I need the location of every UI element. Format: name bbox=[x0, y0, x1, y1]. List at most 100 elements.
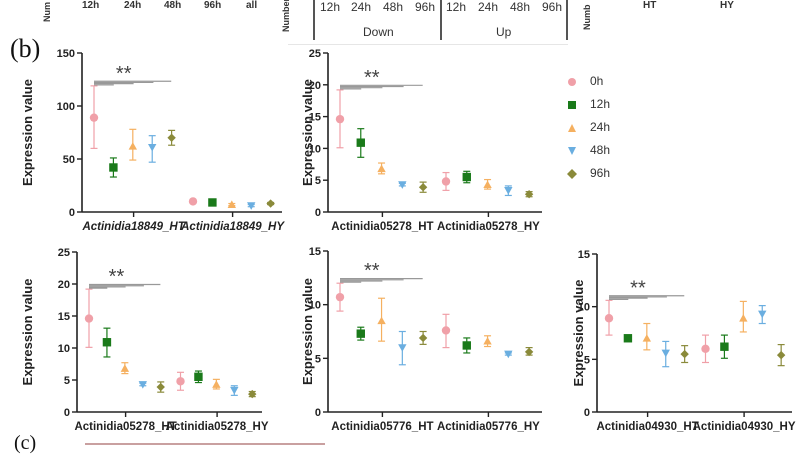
data-point-group bbox=[89, 85, 99, 150]
data-point-group bbox=[230, 385, 239, 396]
legend-item-12h: 12h bbox=[568, 97, 611, 111]
data-point-group bbox=[102, 327, 112, 358]
data-point-group bbox=[356, 326, 365, 341]
y-tick-label: 25 bbox=[58, 247, 70, 259]
data-point-group bbox=[84, 288, 94, 348]
data-point bbox=[167, 133, 176, 142]
data-point bbox=[148, 143, 157, 152]
top-right-group: HY bbox=[720, 0, 734, 11]
data-point-group bbox=[247, 202, 256, 210]
data-point bbox=[128, 142, 138, 150]
x-tick-label: Actinidia05278_HY bbox=[166, 421, 269, 433]
x-tick-label: Actinidia05278_HT bbox=[74, 421, 176, 433]
y-axis-label: Expression value bbox=[300, 79, 315, 186]
significance-label: ** bbox=[630, 277, 646, 299]
data-point-group bbox=[776, 343, 786, 367]
y-tick-label: 20 bbox=[58, 279, 70, 291]
y-tick-label: 5 bbox=[64, 375, 70, 387]
data-point bbox=[266, 199, 275, 208]
data-point bbox=[776, 350, 786, 360]
x-tick-label: Actinidia04930_HT bbox=[596, 421, 698, 433]
data-point bbox=[661, 349, 670, 358]
data-point-group bbox=[377, 297, 386, 342]
data-point bbox=[120, 364, 130, 372]
down-time: 96h bbox=[415, 0, 436, 14]
y-axis-label: Expression value bbox=[20, 79, 35, 186]
data-point-group bbox=[398, 330, 407, 366]
data-point-group bbox=[156, 381, 165, 393]
y-tick-label: 0 bbox=[315, 407, 321, 419]
up-time: 24h bbox=[478, 0, 499, 14]
legend-label: 12h bbox=[590, 97, 611, 111]
y-tick-label: 25 bbox=[309, 48, 321, 60]
y-axis-label: Expression value bbox=[571, 280, 586, 387]
legend-label: 48h bbox=[590, 143, 611, 157]
diamond-marker-icon bbox=[567, 169, 577, 179]
y-axis-label: Expression value bbox=[300, 278, 315, 385]
triangle-up-marker-icon bbox=[568, 124, 576, 132]
table-divider bbox=[566, 0, 568, 40]
legend-label: 96h bbox=[590, 166, 611, 180]
data-point-group bbox=[504, 185, 513, 197]
data-point-group bbox=[720, 334, 729, 359]
data-point-group bbox=[462, 170, 471, 184]
table-divider bbox=[313, 0, 315, 40]
data-point-group bbox=[758, 305, 767, 325]
data-point bbox=[227, 200, 237, 208]
data-point-group bbox=[441, 171, 451, 191]
data-point bbox=[418, 182, 428, 192]
y-tick-label: 0 bbox=[64, 407, 70, 419]
data-point-group bbox=[120, 362, 130, 375]
data-point bbox=[377, 316, 386, 325]
data-point bbox=[462, 341, 471, 350]
data-point-group bbox=[604, 299, 614, 336]
y-tick-label: 5 bbox=[584, 354, 590, 366]
chart-actinidia05776: 0 5 10 15 Expression value Actinidia05776_HT *… bbox=[300, 246, 542, 433]
data-point bbox=[356, 138, 365, 147]
y-tick-label: 0 bbox=[315, 207, 321, 219]
data-point bbox=[758, 310, 767, 319]
data-point bbox=[247, 202, 256, 210]
down-time: 48h bbox=[383, 0, 404, 14]
data-point-group bbox=[739, 300, 748, 333]
y-tick-label: 100 bbox=[57, 101, 75, 113]
data-point bbox=[524, 189, 534, 199]
data-point-group bbox=[266, 199, 275, 208]
x-tick-label: Actinidia04930_HY bbox=[693, 421, 796, 433]
chart-actinidia05278-top: 0 5 10 15 20 25 Expression value Actinidia05278… bbox=[300, 48, 542, 233]
data-point bbox=[356, 329, 365, 338]
triangle-down-marker-icon bbox=[568, 147, 576, 155]
data-point-group bbox=[356, 128, 365, 158]
y-tick-label: 0 bbox=[69, 207, 75, 219]
legend-label: 24h bbox=[590, 120, 611, 134]
x-tick-label: Actinidia05776_HT bbox=[331, 421, 433, 433]
circle-marker-icon bbox=[568, 78, 576, 86]
down-time: 24h bbox=[351, 0, 372, 14]
up-time: 48h bbox=[510, 0, 531, 14]
data-point bbox=[441, 326, 451, 335]
data-point-group bbox=[418, 181, 428, 193]
data-point-group bbox=[248, 389, 257, 399]
y-tick-label: 0 bbox=[584, 407, 590, 419]
top-left-time: 12h bbox=[82, 0, 100, 11]
table-bottom-rule bbox=[288, 44, 568, 45]
x-tick-label: Actinidia18849_HY bbox=[180, 221, 285, 233]
chart-actinidia04930: 0 5 10 15 Expression value Actinidia04930_HT *… bbox=[571, 249, 796, 433]
data-point-group bbox=[441, 313, 451, 349]
data-point-group bbox=[642, 322, 652, 351]
data-point-group bbox=[335, 89, 345, 149]
y-tick-label: 15 bbox=[309, 246, 321, 258]
data-point bbox=[483, 336, 492, 345]
data-point-group bbox=[188, 197, 198, 206]
data-point-group bbox=[483, 178, 492, 190]
y-tick-label: 10 bbox=[58, 343, 70, 355]
data-point bbox=[398, 181, 407, 189]
data-point bbox=[623, 334, 633, 343]
data-point bbox=[109, 163, 118, 172]
y-tick-label: 15 bbox=[58, 311, 70, 323]
legend-item-24h: 24h bbox=[568, 120, 611, 134]
data-point bbox=[188, 197, 198, 206]
top-right-axis-label: Numb bbox=[582, 4, 592, 31]
data-point-group bbox=[524, 189, 534, 199]
y-tick-label: 5 bbox=[315, 353, 321, 365]
